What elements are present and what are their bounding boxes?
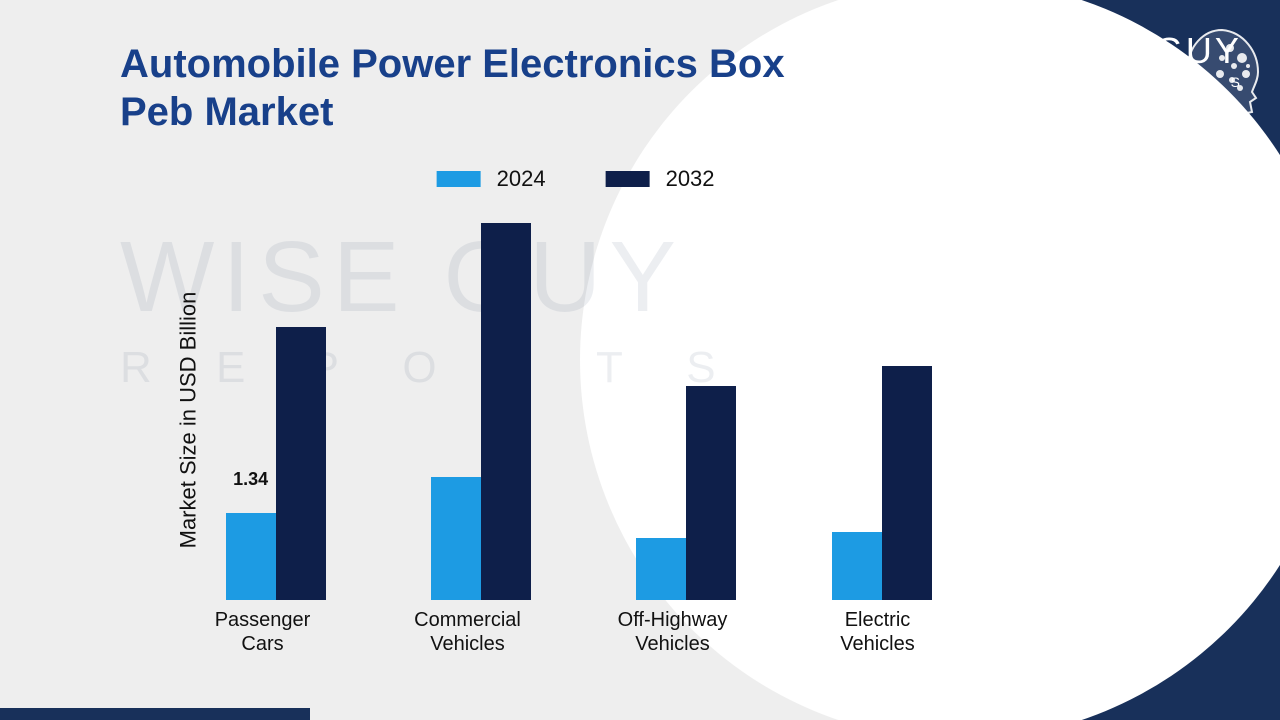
bar: [481, 223, 531, 600]
x-category-label: Off-HighwayVehicles: [570, 608, 775, 664]
x-category-label: CommercialVehicles: [365, 608, 570, 664]
legend-swatch-2024: [437, 171, 481, 187]
chart-title: Automobile Power Electronics Box Peb Mar…: [120, 40, 840, 136]
legend-label-2024: 2024: [497, 166, 546, 192]
legend-swatch-2032: [606, 171, 650, 187]
bar: [226, 513, 276, 600]
legend: 2024 2032: [437, 166, 715, 192]
legend-label-2032: 2032: [666, 166, 715, 192]
brand-line-1: WISE GUY: [1030, 30, 1250, 72]
plot-region: 1.34: [160, 210, 980, 600]
bar-group: [832, 366, 932, 600]
bar-group: [431, 223, 531, 600]
bar-value-label: 1.34: [233, 469, 268, 490]
bar: [686, 386, 736, 601]
x-category-label: PassengerCars: [160, 608, 365, 664]
bar: [832, 532, 882, 600]
chart-area: Market Size in USD Billion 2024 2032 1.3…: [60, 160, 980, 680]
bar: [882, 366, 932, 600]
bar: [431, 477, 481, 601]
bar-group: 1.34: [226, 327, 326, 600]
brand-line-2: R E P O R T S: [1030, 74, 1250, 90]
legend-item-2032: 2032: [606, 166, 715, 192]
bar: [636, 538, 686, 600]
legend-item-2024: 2024: [437, 166, 546, 192]
chart-canvas: WISE GUY R E P O R T S WISE GUY R E P O …: [0, 0, 1280, 720]
x-category-label: ElectricVehicles: [775, 608, 980, 664]
bar: [276, 327, 326, 600]
x-axis-labels: PassengerCarsCommercialVehiclesOff-Highw…: [160, 608, 980, 664]
bar-group: [636, 386, 736, 601]
bottom-accent-bar: [0, 708, 310, 720]
brand-logo: WISE GUY R E P O R T S: [1030, 30, 1250, 90]
